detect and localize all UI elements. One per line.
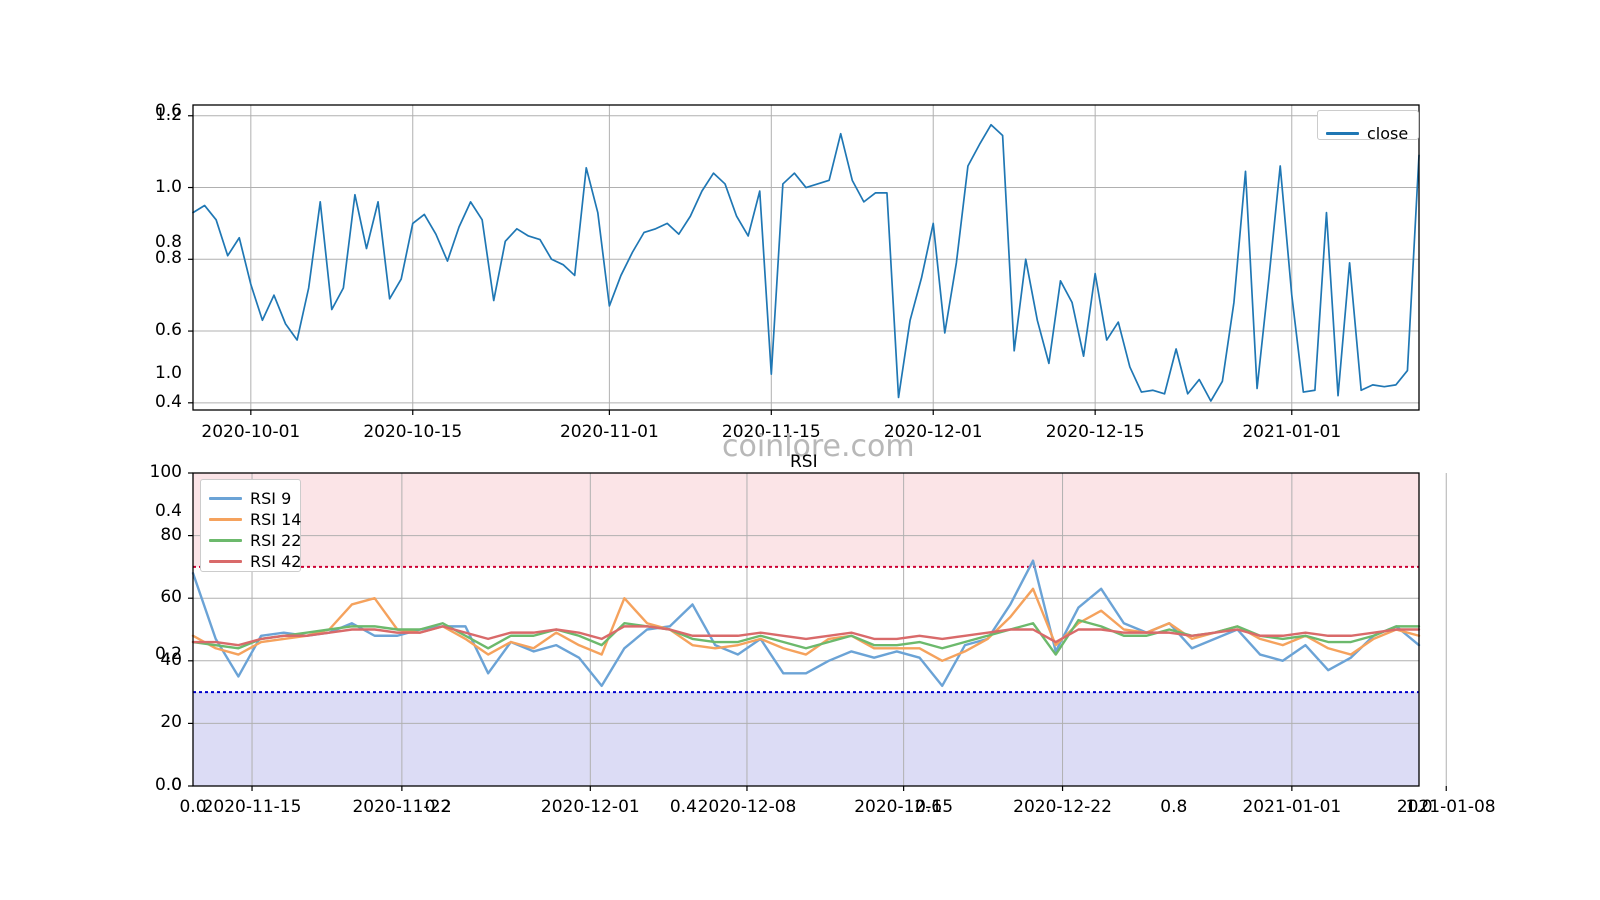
rsi-xtick-7: 2021-01-08 <box>1396 797 1496 817</box>
price-axes-group <box>188 104 1420 415</box>
close-color-swatch <box>1326 132 1359 135</box>
rsi-xtick-5: 2020-12-22 <box>1013 797 1112 817</box>
rsi-series-lines <box>191 559 1421 688</box>
rsi-xtick-6: 2021-01-01 <box>1242 797 1342 817</box>
watermark-text: coinlore.com <box>722 429 915 464</box>
price-ytick-0: 0.4 <box>154 391 182 412</box>
rsi-xtick-3: 2020-12-08 <box>697 797 797 817</box>
rsi14-color-swatch <box>209 518 242 521</box>
rsi-ytick-0: 0 <box>171 775 182 795</box>
rsi-ytick-overlay-0: 0.0 <box>154 775 182 795</box>
price-plot-border <box>192 104 1420 411</box>
rsi-ytick-overlay-1: 0.2 <box>154 644 182 664</box>
legend-item-rsi-22[interactable]: RSI 22 <box>201 530 302 551</box>
price-xtick-2: 2020-11-01 <box>559 422 659 442</box>
overbought-band <box>193 473 1419 567</box>
rsi-9-line <box>191 559 1421 688</box>
price-ytick-2: 0.8 <box>154 248 182 269</box>
oversold-band <box>193 692 1419 786</box>
price-xtick-6: 2021-01-01 <box>1242 422 1342 442</box>
rsi-ytick-4: 80 <box>160 524 182 545</box>
legend-label-rsi-42: RSI 42 <box>250 552 302 571</box>
rsi-ytick-overlay-2: 0.4 <box>154 501 182 521</box>
rsi-xtick-overlay-4: 0.8 <box>1160 797 1188 817</box>
close-price-line <box>192 123 1420 402</box>
legend-item-rsi-14[interactable]: RSI 14 <box>201 509 302 530</box>
legend-label-rsi-22: RSI 22 <box>250 531 302 550</box>
rsi-xtick-overlay-3: 0.6 <box>915 797 943 817</box>
rsi-xtick-1: 2020-11-22 <box>352 797 452 817</box>
price-xtick-5: 2020-12-15 <box>1045 422 1145 442</box>
price-tick-marks <box>188 115 1293 415</box>
price-gridlines <box>193 105 1419 410</box>
legend-label-rsi-14: RSI 14 <box>250 510 302 529</box>
price-ytick-1: 0.6 <box>154 320 182 341</box>
rsi-ytick-3: 60 <box>160 587 182 608</box>
rsi-xtick-overlay-5: 1.0 <box>1405 797 1433 817</box>
rsi22-color-swatch <box>209 539 242 542</box>
legend-item-rsi-9[interactable]: RSI 9 <box>201 488 300 509</box>
price-xtick-0: 2020-10-01 <box>201 422 301 442</box>
rsi-42-line <box>191 625 1421 647</box>
price-ytick-overlay-1: 0.8 <box>154 232 182 252</box>
price-ytick-4: 1.2 <box>154 104 182 125</box>
price-ytick-3: 1.0 <box>154 176 182 197</box>
price-xtick-3: 2020-11-15 <box>721 422 821 442</box>
price-ytick-overlay-0: 0.6 <box>154 101 182 121</box>
price-plot-background <box>193 105 1419 410</box>
rsi9-color-swatch <box>209 497 242 500</box>
rsi-xtick-2: 2020-12-01 <box>540 797 640 817</box>
rsi42-color-swatch <box>209 560 242 563</box>
rsi-tick-marks <box>188 472 1447 791</box>
rsi-xtick-overlay-0: 0.0 <box>179 797 207 817</box>
legend-item-rsi-42[interactable]: RSI 42 <box>201 551 302 572</box>
rsi-xtick-overlay-2: 0.4 <box>669 797 697 817</box>
rsi-ytick-5: 100 <box>149 462 182 482</box>
price-legend[interactable]: close <box>1317 110 1419 143</box>
rsi-axes-group <box>188 472 1447 791</box>
rsi-xtick-4: 2020-12-15 <box>854 797 954 817</box>
rsi-panel-title: RSI <box>790 452 818 472</box>
rsi-xtick-0: 2020-11-15 <box>202 797 302 817</box>
price-xtick-4: 2020-12-01 <box>883 422 983 442</box>
legend-label-rsi-9: RSI 9 <box>250 489 292 508</box>
rsi-xtick-overlay-1: 0.2 <box>424 797 452 817</box>
rsi-ytick-2: 40 <box>160 649 182 670</box>
legend-item-close[interactable]: close <box>1318 123 1418 144</box>
price-ytick-overlay-2: 1.0 <box>154 363 182 383</box>
price-xtick-1: 2020-10-15 <box>363 422 463 442</box>
rsi-plot-border <box>192 472 1420 787</box>
legend-label-close: close <box>1367 124 1409 143</box>
rsi-ytick-1: 20 <box>160 712 182 733</box>
rsi-legend[interactable]: RSI 9 RSI 14 RSI 22 RSI 42 <box>200 479 301 572</box>
